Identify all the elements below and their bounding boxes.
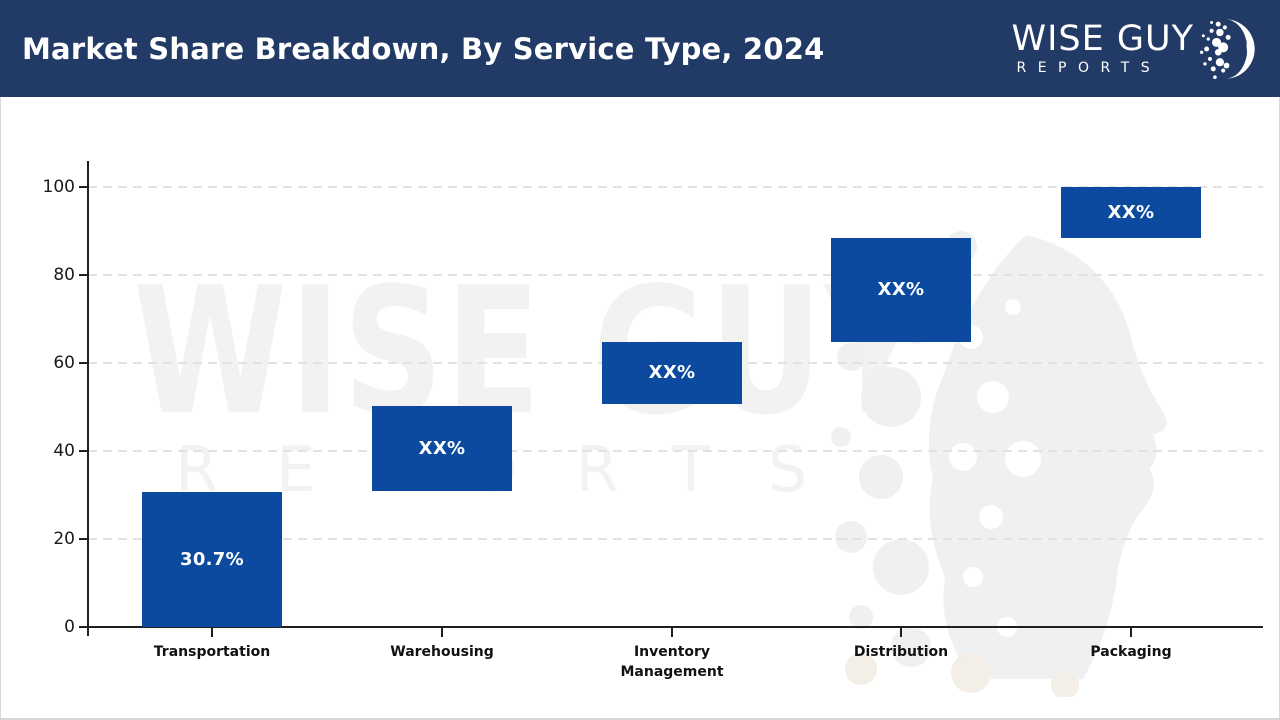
y-axis-line	[87, 161, 89, 636]
x-axis-tick	[211, 628, 213, 637]
bar-value-label: 30.7%	[180, 548, 244, 570]
y-axis-tick	[79, 362, 88, 364]
gridline-100	[88, 186, 1263, 188]
gridline-80	[88, 274, 1263, 276]
logo-brand-text: WISE GUY	[1011, 18, 1194, 59]
logo-text: WISE GUY REPORTS	[1011, 18, 1194, 76]
chart-title: Market Share Breakdown, By Service Type,…	[22, 31, 825, 66]
y-axis-tick	[79, 626, 88, 628]
logo-sub-text: REPORTS	[1016, 59, 1162, 76]
x-axis-category-label: Distribution	[853, 644, 949, 660]
x-axis-tick	[441, 628, 443, 637]
y-axis-tick-label: 40	[53, 441, 75, 461]
x-axis-category-label: Inventory Management	[620, 644, 724, 680]
bar-inventory-management: XX%	[602, 341, 742, 404]
y-axis-tick	[79, 186, 88, 188]
x-axis-category-label: Warehousing	[390, 644, 494, 660]
x-axis-line	[79, 626, 1263, 628]
bar-value-label: XX%	[1107, 201, 1155, 223]
y-axis-tick-label: 80	[53, 265, 75, 285]
y-axis-tick-label: 100	[42, 177, 75, 197]
y-axis-tick-label: 20	[53, 529, 75, 549]
y-axis-tick	[79, 538, 88, 540]
gridline-40	[88, 450, 1263, 452]
header-bar: Market Share Breakdown, By Service Type,…	[0, 0, 1280, 97]
bar-value-label: XX%	[648, 362, 696, 384]
x-axis-tick	[1130, 628, 1132, 637]
plot-area: WISE GUY REPORTS	[1, 97, 1279, 718]
bar-value-label: XX%	[418, 437, 466, 459]
x-axis-tick	[900, 628, 902, 637]
wise-guy-reports-logo: WISE GUY REPORTS	[1011, 9, 1258, 89]
bar-packaging: XX%	[1061, 187, 1201, 238]
bar-value-label: XX%	[877, 279, 925, 301]
y-axis-tick	[79, 274, 88, 276]
bar-warehousing: XX%	[372, 405, 512, 491]
x-axis-category-label: Packaging	[1090, 644, 1172, 660]
bar-transportation: 30.7%	[142, 491, 282, 627]
dotted-head-logo-icon	[1200, 18, 1255, 79]
bar-distribution: XX%	[831, 237, 971, 342]
watermark-brand-text: WISE GUY	[133, 251, 928, 454]
chart-canvas: WISE GUY REPORTS	[0, 97, 1280, 720]
y-axis-tick-label: 60	[53, 353, 75, 373]
y-axis-tick	[79, 450, 88, 452]
x-axis-tick	[671, 628, 673, 637]
x-axis-category-label: Transportation	[153, 644, 271, 660]
y-axis-tick-label: 0	[64, 617, 75, 637]
gridline-20	[88, 538, 1263, 540]
